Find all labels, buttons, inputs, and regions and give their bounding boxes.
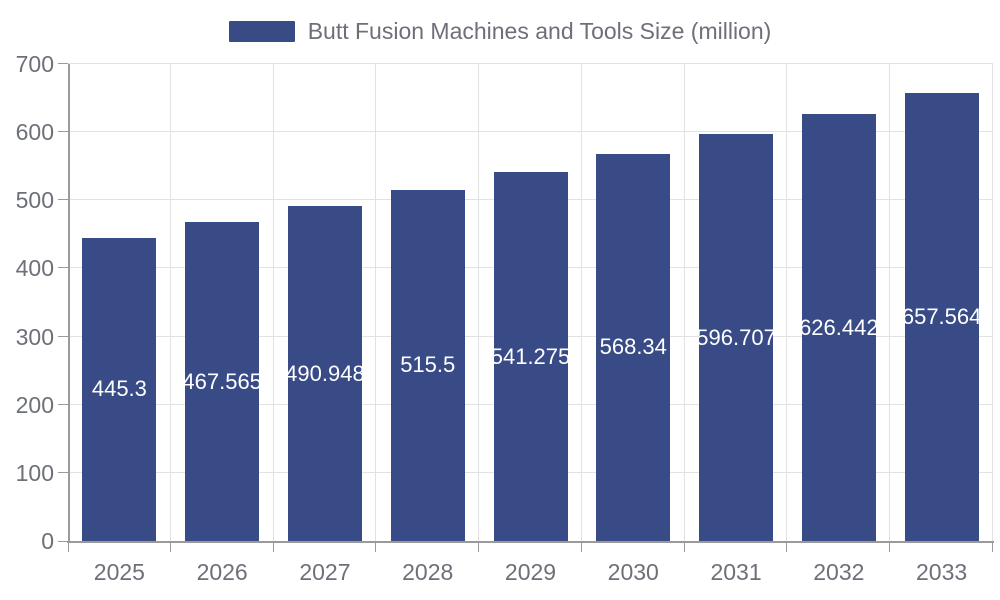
y-axis-tick [58,131,68,133]
x-axis-tick [786,543,788,552]
x-axis-label: 2033 [916,559,968,585]
x-axis-label: 2029 [504,559,557,585]
x-axis-label: 2032 [813,559,865,585]
y-axis-label: 600 [15,119,54,146]
gridline-h [68,131,993,133]
bar-value-label: 568.34 [599,334,667,360]
y-axis-tick [58,267,68,269]
gridline-v [683,64,685,541]
y-axis-tick [58,403,68,405]
bar-value-label: 445.3 [91,376,147,402]
bar-value-label: 515.5 [400,352,456,378]
bar-value-label: 541.275 [493,343,568,369]
bar-value-label: 490.948 [287,360,362,386]
y-axis-line [68,64,70,543]
y-axis-label: 500 [15,187,54,214]
y-axis-label: 700 [15,51,54,77]
bar[interactable]: 626.442 [801,114,876,541]
x-axis-label: 2031 [710,559,762,585]
legend[interactable]: Butt Fusion Machines and Tools Size (mil… [0,18,1000,44]
x-axis-line [67,541,994,543]
x-axis-tick [478,543,480,552]
x-axis-label: 2027 [299,559,351,585]
y-axis-label: 200 [15,391,54,418]
gridline-v [169,64,171,541]
y-axis-tick [58,63,68,64]
y-axis-label: 400 [15,255,54,282]
x-axis-tick [68,543,69,552]
gridline-v [272,64,274,541]
gridline-h [68,63,993,64]
x-axis-tick [169,543,171,552]
bar[interactable]: 515.5 [390,189,465,541]
gridline-v [580,64,582,541]
bar[interactable]: 596.707 [699,134,774,541]
bar[interactable]: 657.564 [904,92,979,541]
x-axis-tick [375,543,377,552]
legend-label: Butt Fusion Machines and Tools Size (mil… [307,18,772,44]
y-axis-label: 100 [15,459,54,486]
x-axis-tick [889,543,891,552]
y-axis-tick [58,335,68,337]
x-axis-label: 2028 [402,559,454,585]
x-axis-label: 2030 [607,559,659,585]
bar[interactable]: 541.275 [493,172,568,541]
x-axis-tick [683,543,685,552]
x-axis-tick [272,543,274,552]
bar[interactable]: 568.34 [596,153,671,541]
bar-value-label: 626.442 [801,314,876,340]
x-axis-label: 2025 [93,559,145,585]
y-axis-label: 0 [41,528,54,554]
bar[interactable]: 445.3 [82,237,157,541]
y-axis-tick [58,471,68,473]
bar-value-label: 657.564 [904,303,979,329]
y-axis-label: 300 [15,323,54,350]
y-axis-tick [58,199,68,201]
gridline-v [992,64,993,541]
bar[interactable]: 490.948 [287,206,362,541]
gridline-v [478,64,480,541]
bar[interactable]: 467.565 [185,222,260,541]
plot-area: 445.3 467.565 490.948 515.5 541.275 568.34 596… [68,63,993,541]
x-axis-tick [580,543,582,552]
y-axis-tick [58,541,68,542]
bar-value-label: 596.707 [699,324,774,350]
gridline-v [786,64,788,541]
legend-swatch [228,20,295,42]
gridline-v [375,64,377,541]
bar-value-label: 467.565 [185,368,260,394]
x-axis-tick [992,543,993,552]
x-axis-label: 2026 [196,559,248,585]
gridline-v [889,64,891,541]
